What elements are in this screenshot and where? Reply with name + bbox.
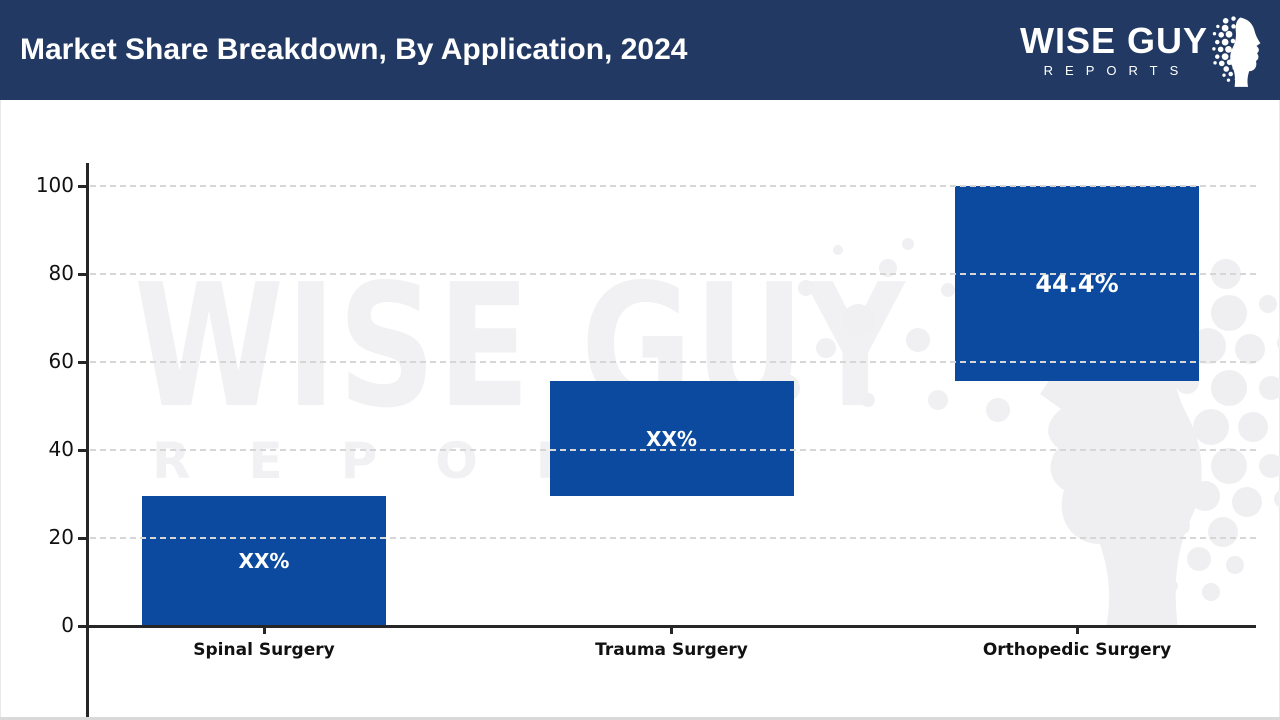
plot-area: 0 20 40 60 80 100 XX% Spinal Surgery XX% Trauma S… xyxy=(0,100,1280,720)
bar-value-label-trauma-surgery: XX% xyxy=(646,426,697,451)
bar-spinal-surgery: XX% xyxy=(142,496,386,626)
x-tick-mark-orthopedic-surgery xyxy=(1075,625,1079,634)
y-tick-label-60: 60 xyxy=(48,349,74,373)
y-tick-mark-40 xyxy=(78,448,87,452)
gridline-20 xyxy=(90,537,1256,539)
x-category-label-spinal-surgery: Spinal Surgery xyxy=(193,640,335,660)
y-tick-label-80: 80 xyxy=(48,261,74,285)
gridline-40 xyxy=(90,449,1256,451)
y-tick-mark-0 xyxy=(78,624,87,628)
bar-value-label-spinal-surgery: XX% xyxy=(238,549,290,574)
x-tick-mark-trauma-surgery xyxy=(670,625,673,634)
x-category-label-orthopedic-surgery: Orthopedic Surgery xyxy=(982,640,1172,660)
bar-trauma-surgery: XX% xyxy=(549,381,794,497)
y-tick-label-40: 40 xyxy=(48,437,74,461)
y-tick-mark-100 xyxy=(78,184,87,188)
y-tick-mark-60 xyxy=(78,360,87,364)
page-title: Market Share Breakdown, By Application, … xyxy=(20,33,688,66)
bottom-border xyxy=(0,717,1280,720)
brand-logo-text: WISE GUY REPORTS xyxy=(1019,19,1208,78)
brand-subtitle: REPORTS xyxy=(1043,62,1191,78)
y-tick-label-20: 20 xyxy=(48,525,74,549)
x-category-label-trauma-surgery: Trauma Surgery xyxy=(595,640,748,660)
gridline-100 xyxy=(90,185,1256,187)
brand-face-icon xyxy=(1212,15,1261,87)
x-tick-mark-spinal-surgery xyxy=(262,625,266,634)
bar-orthopedic-surgery: 44.4% xyxy=(955,186,1199,382)
y-tick-mark-20 xyxy=(78,536,87,540)
brand-logo: WISE GUY REPORTS xyxy=(1020,10,1266,90)
gridline-60 xyxy=(90,361,1256,363)
brand-name: WISE GUY xyxy=(1019,19,1208,61)
y-axis-line xyxy=(86,163,89,720)
y-tick-mark-80 xyxy=(78,272,87,276)
header: Market Share Breakdown, By Application, … xyxy=(0,0,1280,100)
gridline-80 xyxy=(90,273,1256,275)
y-tick-label-0: 0 xyxy=(61,613,74,637)
y-tick-label-100: 100 xyxy=(35,173,74,197)
